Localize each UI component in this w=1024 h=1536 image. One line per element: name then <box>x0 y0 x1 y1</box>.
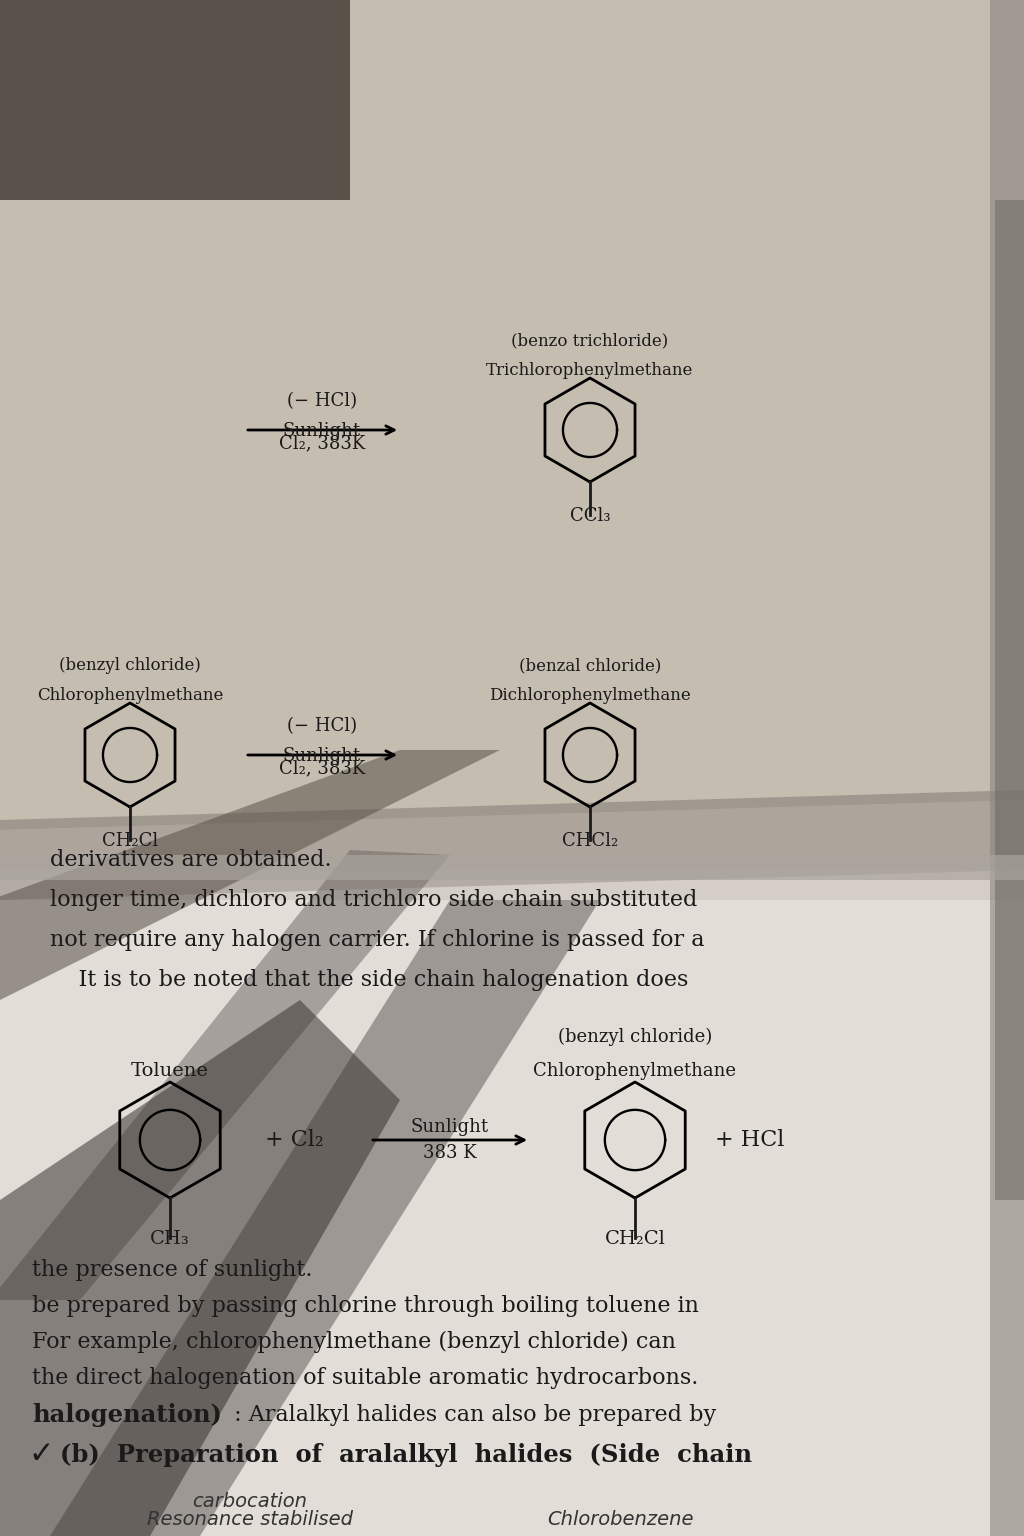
Text: Cl₂, 383K: Cl₂, 383K <box>279 759 366 777</box>
Text: the direct halogenation of suitable aromatic hydrocarbons.: the direct halogenation of suitable arom… <box>32 1367 698 1389</box>
Polygon shape <box>0 1000 400 1536</box>
Bar <box>0 0 1024 601</box>
Text: Resonance stabilised: Resonance stabilised <box>147 1510 353 1528</box>
Polygon shape <box>0 849 450 1299</box>
Text: Sunlight: Sunlight <box>411 1118 489 1137</box>
Text: Sunlight: Sunlight <box>283 422 361 439</box>
Text: : Aralalkyl halides can also be prepared by: : Aralalkyl halides can also be prepared… <box>227 1404 716 1425</box>
Bar <box>0 601 1024 1536</box>
Text: the presence of sunlight.: the presence of sunlight. <box>32 1260 312 1281</box>
Bar <box>995 200 1024 1200</box>
Polygon shape <box>0 790 1024 829</box>
Text: It is to be noted that the side chain halogenation does: It is to be noted that the side chain ha… <box>50 969 688 991</box>
Text: (benzyl chloride): (benzyl chloride) <box>558 1028 712 1046</box>
Text: For example, chlorophenylmethane (benzyl chloride) can: For example, chlorophenylmethane (benzyl… <box>32 1332 676 1353</box>
Text: CH₂Cl: CH₂Cl <box>101 833 158 849</box>
Bar <box>990 0 1024 1536</box>
Text: Chlorophenylmethane: Chlorophenylmethane <box>534 1061 736 1080</box>
Text: be prepared by passing chlorine through boiling toluene in: be prepared by passing chlorine through … <box>32 1295 698 1316</box>
Text: (benzo trichloride): (benzo trichloride) <box>511 332 669 349</box>
Text: + Cl₂: + Cl₂ <box>265 1129 324 1150</box>
Text: CHCl₂: CHCl₂ <box>562 833 618 849</box>
Bar <box>0 0 350 200</box>
Text: ✓: ✓ <box>28 1441 53 1470</box>
Text: (− HCl): (− HCl) <box>287 392 357 410</box>
Text: Toluene: Toluene <box>131 1061 209 1080</box>
Text: carbocation: carbocation <box>193 1491 307 1511</box>
Text: (− HCl): (− HCl) <box>287 717 357 736</box>
Polygon shape <box>0 750 500 1000</box>
Text: not require any halogen carrier. If chlorine is passed for a: not require any halogen carrier. If chlo… <box>50 929 705 951</box>
Text: (benzal chloride): (benzal chloride) <box>519 657 662 674</box>
Bar <box>0 0 1024 900</box>
Text: Chlorobenzene: Chlorobenzene <box>547 1510 693 1528</box>
Text: + HCl: + HCl <box>715 1129 784 1150</box>
Text: Trichlorophenylmethane: Trichlorophenylmethane <box>486 362 693 379</box>
Bar <box>0 856 1024 880</box>
Text: (benzyl chloride): (benzyl chloride) <box>59 657 201 674</box>
Text: CH₂Cl: CH₂Cl <box>604 1230 666 1247</box>
Text: derivatives are obtained.: derivatives are obtained. <box>50 849 332 871</box>
Text: longer time, dichloro and trichloro side chain substituted: longer time, dichloro and trichloro side… <box>50 889 697 911</box>
Text: halogenation): halogenation) <box>32 1402 222 1427</box>
Text: CCl₃: CCl₃ <box>569 507 610 525</box>
Bar <box>0 869 1024 900</box>
Text: Chlorophenylmethane: Chlorophenylmethane <box>37 687 223 703</box>
Text: Dichlorophenylmethane: Dichlorophenylmethane <box>489 687 691 703</box>
Text: Cl₂, 383K: Cl₂, 383K <box>279 435 366 452</box>
Bar <box>0 900 1024 1536</box>
Text: Sunlight: Sunlight <box>283 746 361 765</box>
Text: (b)  Preparation  of  aralalkyl  halides  (Side  chain: (b) Preparation of aralalkyl halides (Si… <box>60 1442 752 1467</box>
Text: 383 K: 383 K <box>423 1144 477 1163</box>
Polygon shape <box>0 800 1024 900</box>
Polygon shape <box>50 900 600 1536</box>
Text: CH₃: CH₃ <box>151 1230 189 1247</box>
